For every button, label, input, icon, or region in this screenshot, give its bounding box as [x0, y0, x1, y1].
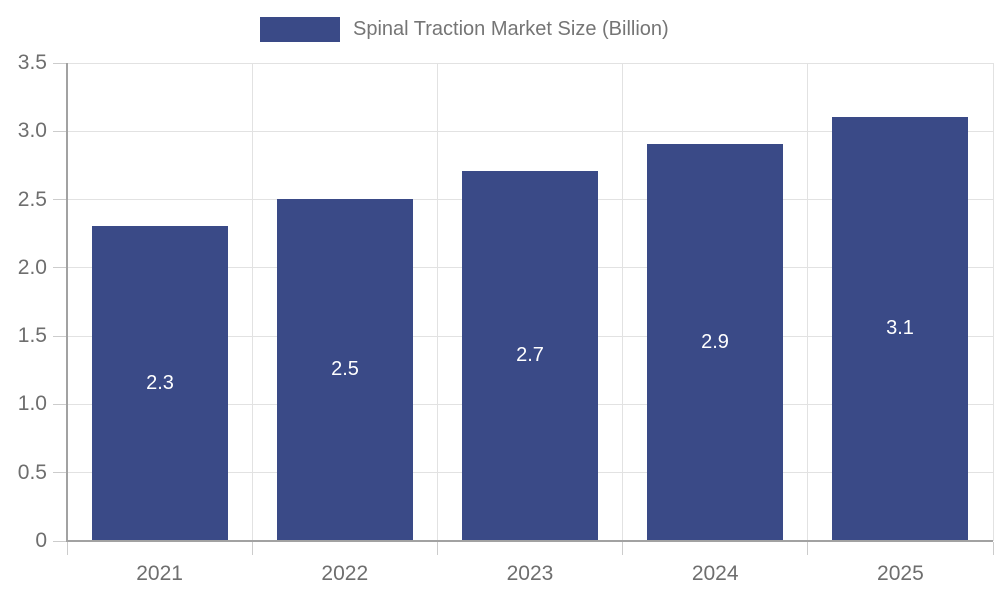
bar-2024[interactable]: 2.9 [647, 144, 783, 540]
legend[interactable]: Spinal Traction Market Size (Billion) [260, 17, 669, 42]
y-tick [53, 403, 67, 405]
h-gridline [67, 62, 993, 64]
y-axis-tick-label: 3.5 [17, 51, 47, 74]
bar-value-label: 2.7 [516, 344, 544, 366]
x-tick [251, 542, 253, 555]
bar-2023[interactable]: 2.7 [462, 171, 598, 540]
v-gridline [807, 63, 809, 541]
x-axis-tick-label: 2024 [691, 562, 739, 585]
v-gridline [992, 63, 994, 541]
h-gridline [67, 130, 993, 132]
x-axis-tick-label: 2021 [136, 562, 183, 585]
bar-2021[interactable]: 2.3 [92, 226, 228, 540]
bar-2022[interactable]: 2.5 [277, 199, 413, 540]
x-axis-line [66, 540, 993, 542]
x-axis-tick-label: 2022 [321, 562, 369, 585]
x-axis-tick-label: 2023 [506, 562, 554, 585]
y-axis-tick-label: 0 [35, 529, 47, 552]
y-axis-tick-label: 3.0 [17, 119, 47, 143]
bar-2025[interactable]: 3.1 [832, 117, 968, 540]
v-gridline [622, 63, 624, 541]
legend-label: Spinal Traction Market Size (Billion) [353, 18, 669, 40]
legend-swatch [260, 17, 340, 42]
x-tick [436, 542, 438, 555]
v-gridline [436, 63, 438, 541]
y-axis-tick-label: 2.5 [17, 187, 47, 211]
y-tick [53, 199, 67, 201]
y-axis-tick-label: 0.5 [17, 460, 47, 484]
x-tick [992, 542, 994, 555]
y-axis-tick-label: 1.0 [17, 392, 47, 416]
y-tick [53, 130, 67, 132]
v-gridline [251, 63, 253, 541]
y-tick [53, 472, 67, 474]
x-tick [66, 542, 68, 555]
y-tick [53, 335, 67, 337]
x-axis-tick-label: 2025 [877, 562, 924, 585]
x-tick [622, 542, 624, 555]
y-axis-line [66, 63, 68, 541]
y-axis-tick-label: 2.0 [17, 255, 47, 279]
y-tick [53, 62, 67, 64]
bar-value-label: 2.5 [331, 358, 359, 380]
y-tick [53, 540, 67, 542]
x-tick [807, 542, 809, 555]
bar-value-label: 2.9 [701, 330, 729, 353]
bar-value-label: 3.1 [886, 317, 914, 339]
y-axis-tick-label: 1.5 [17, 324, 47, 348]
bar-value-label: 2.3 [146, 371, 174, 394]
y-tick [53, 267, 67, 269]
